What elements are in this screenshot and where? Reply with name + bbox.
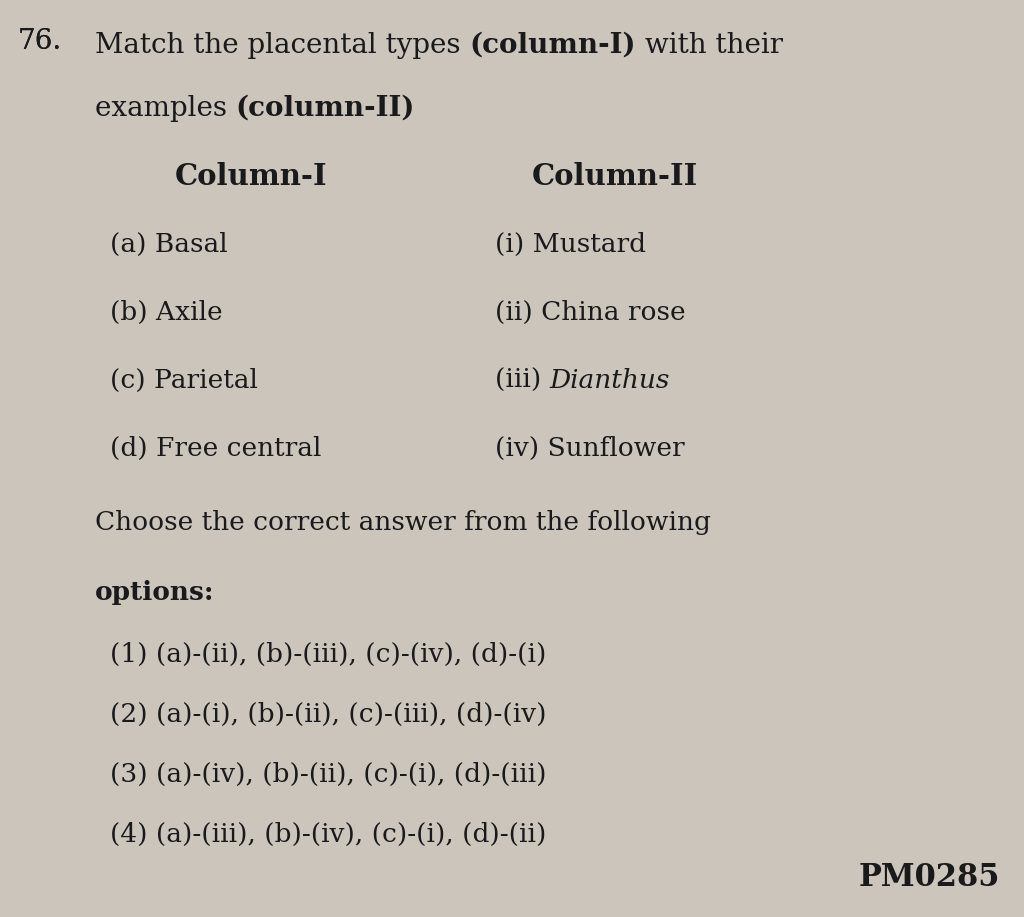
- Text: options:: options:: [95, 580, 214, 605]
- Text: PM0285: PM0285: [859, 862, 1000, 893]
- Text: Match the placental types: Match the placental types: [95, 32, 469, 59]
- Text: (a) Basal: (a) Basal: [110, 232, 227, 257]
- Text: (i) Mustard: (i) Mustard: [495, 232, 646, 257]
- Text: (ii) China rose: (ii) China rose: [495, 300, 686, 325]
- Text: Dianthus: Dianthus: [550, 368, 670, 393]
- Text: (b) Axile: (b) Axile: [110, 300, 222, 325]
- Text: (3) (a)-(iv), (b)-(ii), (c)-(i), (d)-(iii): (3) (a)-(iv), (b)-(ii), (c)-(i), (d)-(ii…: [110, 762, 547, 787]
- Text: examples: examples: [95, 95, 236, 122]
- Text: (1) (a)-(ii), (b)-(iii), (c)-(iv), (d)-(i): (1) (a)-(ii), (b)-(iii), (c)-(iv), (d)-(…: [110, 642, 547, 667]
- Text: Column-I: Column-I: [175, 162, 328, 191]
- Text: Choose the correct answer from the following: Choose the correct answer from the follo…: [95, 510, 711, 535]
- Text: (iv) Sunflower: (iv) Sunflower: [495, 436, 685, 461]
- Text: (c) Parietal: (c) Parietal: [110, 368, 258, 393]
- Text: (column-I): (column-I): [469, 32, 636, 59]
- Text: (column-II): (column-II): [236, 95, 416, 122]
- Text: (d) Free central: (d) Free central: [110, 436, 322, 461]
- Text: (2) (a)-(i), (b)-(ii), (c)-(iii), (d)-(iv): (2) (a)-(i), (b)-(ii), (c)-(iii), (d)-(i…: [110, 702, 547, 727]
- Text: with their: with their: [636, 32, 783, 59]
- Text: 76.: 76.: [18, 28, 62, 55]
- Text: Column-II: Column-II: [532, 162, 698, 191]
- Text: (4) (a)-(iii), (b)-(iv), (c)-(i), (d)-(ii): (4) (a)-(iii), (b)-(iv), (c)-(i), (d)-(i…: [110, 822, 547, 847]
- Text: (iii): (iii): [495, 368, 550, 393]
- Text: 76.: 76.: [18, 28, 62, 55]
